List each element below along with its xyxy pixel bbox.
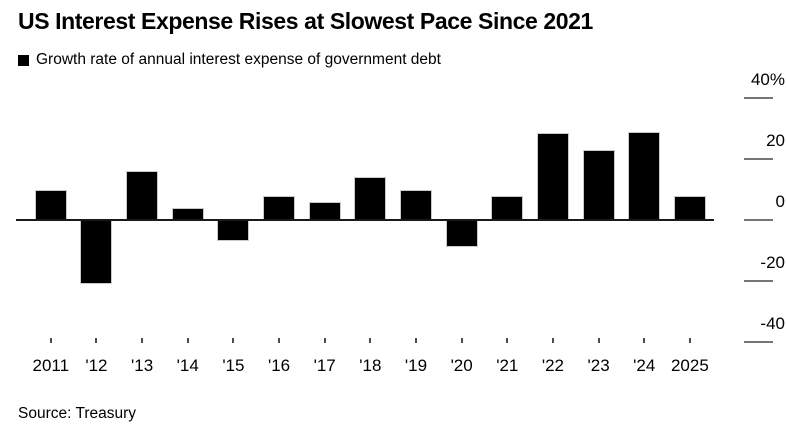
x-axis-tick (460, 338, 463, 343)
legend-label: Growth rate of annual interest expense o… (36, 51, 441, 68)
x-axis-tick (141, 338, 144, 343)
x-axis-tick (643, 338, 646, 343)
x-axis-label: 2011 (32, 356, 70, 375)
x-axis-tick (369, 338, 372, 343)
y-axis-label: 40% (750, 70, 785, 89)
x-axis-label: '24 (633, 356, 656, 375)
y-axis-tick (744, 341, 773, 343)
x-axis-tick (688, 338, 691, 343)
x-axis-tick (232, 338, 235, 343)
legend: Growth rate of annual interest expense o… (18, 51, 441, 69)
y-axis-label: -20 (760, 253, 785, 272)
page-title: US Interest Expense Rises at Slowest Pac… (18, 8, 593, 34)
bar (673, 195, 706, 220)
x-axis-tick (323, 338, 326, 343)
x-axis-tick (95, 338, 98, 343)
zero-axis-line (16, 219, 714, 221)
y-axis-label: -40 (760, 314, 785, 333)
bar (126, 171, 159, 220)
x-axis-tick (186, 338, 189, 343)
y-axis-tick (744, 280, 773, 282)
y-axis-tick (744, 158, 773, 160)
y-axis-tick (744, 219, 773, 221)
x-axis-label: '13 (131, 356, 154, 375)
bar (354, 177, 387, 220)
x-axis-label: '15 (222, 356, 245, 375)
y-axis-label: 20 (766, 131, 785, 150)
x-axis-tick (551, 338, 554, 343)
x-axis-tick (278, 338, 281, 343)
x-axis-tick (506, 338, 509, 343)
bar (217, 220, 250, 242)
x-axis-label: '17 (313, 356, 336, 375)
x-axis-tick (49, 338, 52, 343)
bar (308, 201, 341, 220)
bar (491, 195, 524, 220)
bar (80, 220, 113, 285)
x-axis-label: 2025 (670, 356, 709, 375)
bar (536, 133, 569, 220)
bar (263, 195, 296, 220)
bar (628, 131, 661, 220)
x-axis-label: '21 (496, 356, 519, 375)
x-axis-label: '23 (587, 356, 610, 375)
x-axis-label: '20 (450, 356, 473, 375)
x-axis-label: '18 (359, 356, 382, 375)
x-axis-tick (597, 338, 600, 343)
x-axis-label: '16 (267, 356, 291, 375)
x-axis-tick (415, 338, 417, 343)
source-label: Source: Treasury (18, 405, 137, 422)
bar (445, 220, 478, 248)
bar (582, 149, 615, 220)
bar (400, 189, 432, 220)
x-axis-label: '14 (176, 356, 199, 375)
x-axis-label: '22 (541, 356, 565, 375)
x-axis-label: '12 (85, 356, 108, 375)
y-axis-label: 0 (775, 192, 785, 211)
x-axis-label: '19 (404, 356, 428, 375)
y-axis-tick (744, 97, 773, 99)
legend-swatch-icon (18, 54, 29, 66)
bar (34, 189, 67, 220)
